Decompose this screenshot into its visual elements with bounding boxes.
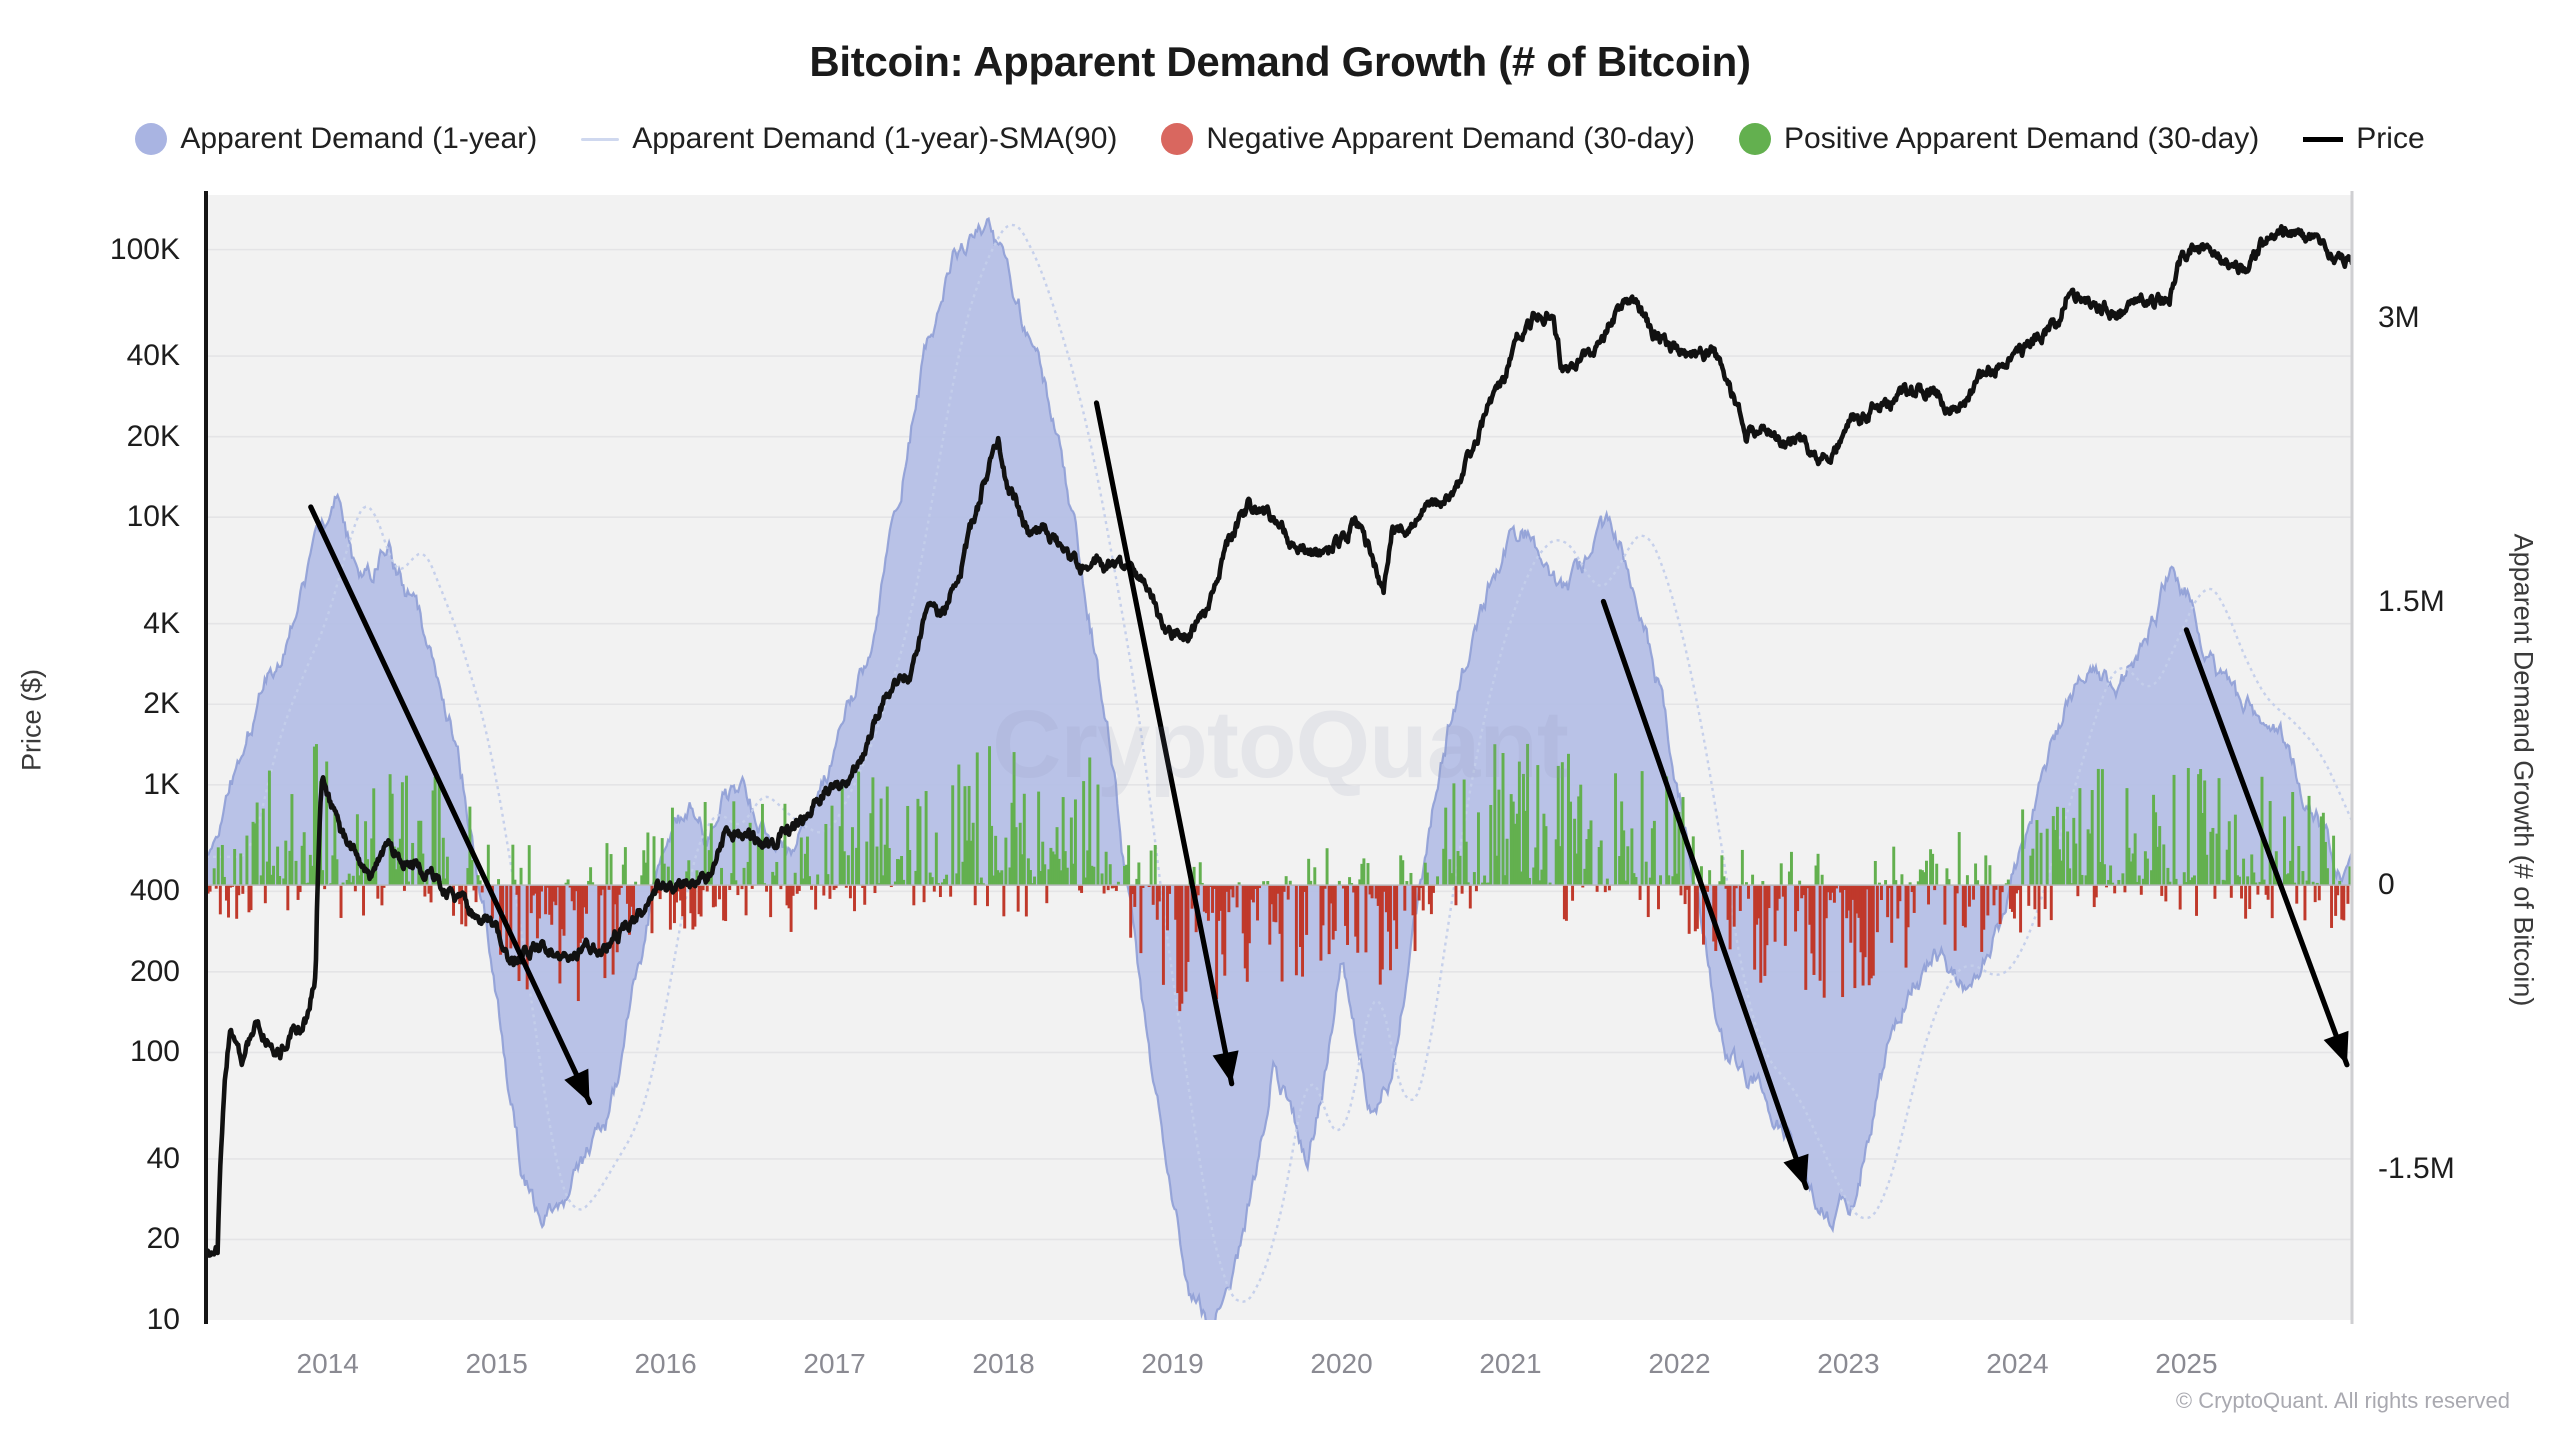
x-tick: 2025 — [2155, 1348, 2218, 1379]
x-tick: 2019 — [1141, 1348, 1204, 1379]
y-left-tick: 100 — [129, 1035, 180, 1069]
series-apparent-demand-1y-line — [206, 216, 2352, 1320]
chart-legend: Apparent Demand (1-year) Apparent Demand … — [0, 122, 2560, 156]
legend-dot-icon — [1739, 123, 1772, 155]
annotation-arrowhead-0 — [564, 1068, 590, 1103]
series-positive-demand-30d — [206, 743, 2352, 886]
legend-thick-line-icon — [2303, 136, 2344, 142]
legend-label: Negative Apparent Demand (30-day) — [1206, 122, 1696, 155]
legend-dot-icon — [135, 123, 168, 155]
series-apparent-demand-sma90 — [206, 223, 2352, 1303]
legend-item-2[interactable]: Negative Apparent Demand (30-day) — [1161, 122, 1695, 156]
legend-label: Apparent Demand (1-year) — [180, 122, 538, 155]
y-left-tick: 20K — [126, 419, 180, 453]
y-left-tick: 400 — [129, 874, 180, 908]
series-apparent-demand-1y-area — [206, 218, 2352, 1320]
y-right-tick: 1.5M — [2378, 584, 2445, 618]
annotation-arrowhead-1 — [1212, 1050, 1239, 1084]
series-price-line — [206, 224, 2352, 1259]
annotation-arrows — [308, 400, 2350, 1191]
y-right-tick: -1.5M — [2378, 1151, 2455, 1185]
y-left-tick: 200 — [129, 954, 180, 988]
x-tick: 2021 — [1479, 1348, 1542, 1379]
legend-item-3[interactable]: Positive Apparent Demand (30-day) — [1739, 122, 2259, 156]
y-left-tick: 2K — [143, 687, 180, 721]
y-left-tick: 40K — [126, 339, 180, 373]
y-left-tick: 40 — [146, 1141, 180, 1175]
copyright-notice: © CryptoQuant. All rights reserved — [2175, 1388, 2510, 1413]
legend-label: Price — [2356, 122, 2425, 155]
y-left-tick: 4K — [143, 606, 180, 640]
x-tick: 2014 — [296, 1348, 359, 1379]
legend-item-4[interactable]: Price — [2303, 122, 2425, 156]
annotation-arrowhead-2 — [1783, 1153, 1809, 1188]
x-tick: 2022 — [1648, 1348, 1711, 1379]
y-left-tick: 1K — [143, 767, 180, 801]
y-left-tick: 100K — [109, 232, 180, 266]
legend-label: Positive Apparent Demand (30-day) — [1784, 122, 2260, 155]
x-tick: 2015 — [465, 1348, 528, 1379]
x-tick: 2023 — [1817, 1348, 1880, 1379]
annotation-arrowhead-3 — [2323, 1030, 2349, 1065]
legend-line-icon — [581, 137, 620, 141]
annotation-arrow-0 — [308, 504, 593, 1106]
gridlines — [206, 248, 2352, 1241]
series-negative-demand-30d — [206, 885, 2350, 1012]
y-left-tick: 20 — [146, 1222, 180, 1256]
legend-item-0[interactable]: Apparent Demand (1-year) — [135, 122, 537, 156]
x-tick: 2016 — [634, 1348, 697, 1379]
y-right-tick: 0 — [2378, 868, 2395, 902]
chart-title: Bitcoin: Apparent Demand Growth (# of Bi… — [809, 38, 1751, 85]
annotation-arrow-2 — [1600, 598, 1809, 1191]
annotation-arrow-1 — [1093, 400, 1235, 1087]
annotation-arrow-3 — [2183, 627, 2350, 1068]
legend-item-1[interactable]: Apparent Demand (1-year)-SMA(90) — [581, 122, 1117, 156]
x-tick: 2018 — [972, 1348, 1035, 1379]
y-left-tick: 10 — [146, 1303, 180, 1336]
axis-spines — [204, 191, 2354, 1324]
x-tick: 2024 — [1986, 1348, 2049, 1379]
y-right-tick: 3M — [2378, 300, 2420, 334]
legend-dot-icon — [1161, 123, 1194, 155]
x-tick: 2020 — [1310, 1348, 1373, 1379]
x-tick: 2017 — [803, 1348, 866, 1379]
y-axis-right-label: Apparent Demand Growth (# of Bitcoin) — [2508, 533, 2539, 1007]
y-left-tick: 10K — [126, 500, 180, 534]
legend-label: Apparent Demand (1-year)-SMA(90) — [632, 122, 1118, 155]
